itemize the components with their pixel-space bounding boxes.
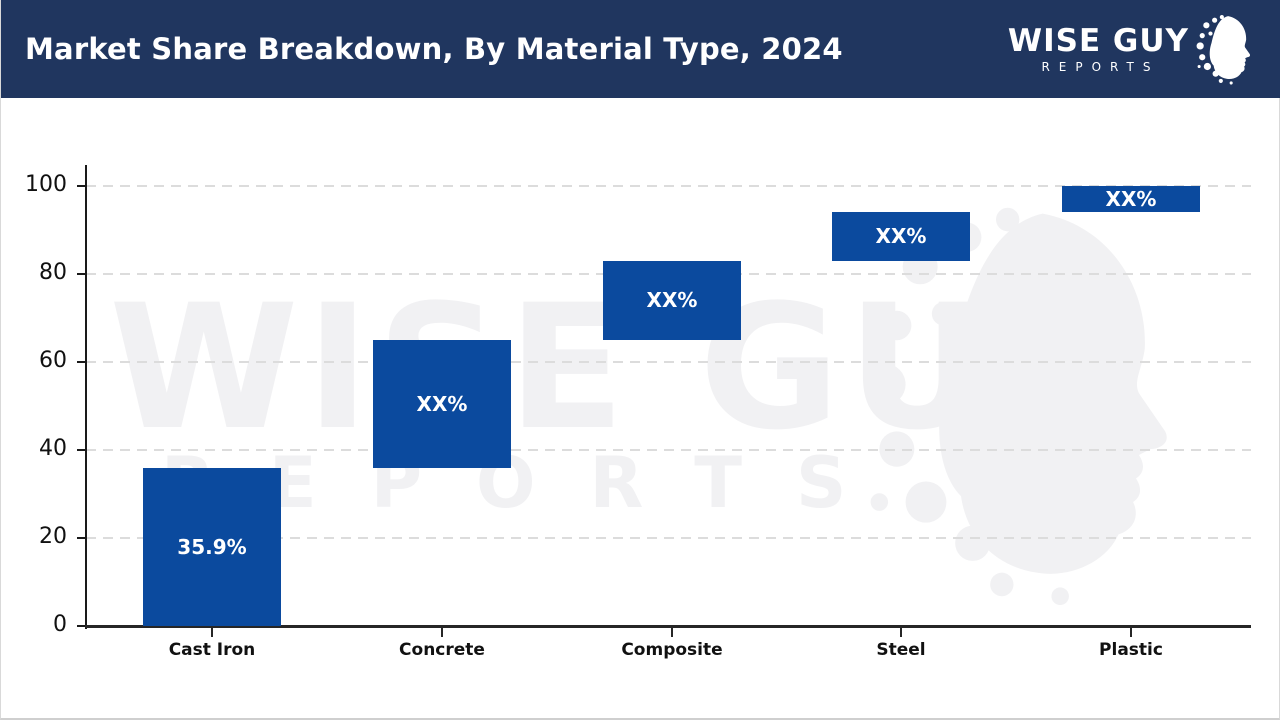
bar: XX%: [832, 211, 970, 261]
bar: XX%: [603, 260, 741, 340]
gridline: [86, 537, 1251, 539]
bar: 35.9%: [143, 468, 281, 626]
bar-value-label: XX%: [1105, 186, 1157, 211]
logo-brand-name: WISE GUY: [1007, 22, 1189, 59]
y-axis-tick-label: 100: [25, 172, 67, 197]
x-axis-tick: [441, 628, 443, 637]
x-category-label: Cast Iron: [168, 640, 256, 660]
y-axis-tick: [77, 625, 86, 627]
y-axis-line: [85, 165, 87, 629]
bar: XX%: [373, 340, 511, 469]
bar-value-label: XX%: [416, 392, 468, 417]
y-axis-tick: [77, 185, 86, 187]
x-axis-line: [85, 625, 1251, 628]
watermark-head-icon: [864, 207, 1167, 606]
x-category-label: Plastic: [1099, 640, 1163, 660]
y-axis-tick: [77, 361, 86, 363]
bar: XX%: [1062, 186, 1200, 212]
y-axis-tick-label: 60: [39, 348, 67, 373]
y-axis-tick-label: 40: [39, 436, 67, 461]
y-axis-tick-label: 80: [39, 260, 67, 285]
logo-text: WISE GUY REPORTS: [1007, 22, 1189, 74]
y-axis-tick: [77, 449, 86, 451]
x-axis-tick: [1130, 628, 1132, 637]
y-axis-tick: [77, 537, 86, 539]
gridline: [86, 361, 1251, 363]
y-axis-tick: [77, 273, 86, 275]
wise-guy-head-icon: [1196, 15, 1251, 85]
x-axis-tick: [671, 628, 673, 637]
bar-value-label: XX%: [646, 288, 698, 313]
x-category-label: Composite: [621, 640, 723, 660]
bar-value-label: XX%: [875, 224, 927, 249]
wise-guy-logo: WISE GUY REPORTS: [1008, 13, 1257, 85]
gridline: [86, 185, 1251, 187]
y-axis-tick-label: 0: [53, 612, 67, 637]
x-category-label: Steel: [876, 640, 926, 660]
logo-brand-subtitle: REPORTS: [1041, 59, 1160, 74]
bar-value-label: 35.9%: [177, 535, 247, 559]
x-axis-tick: [900, 628, 902, 637]
x-category-label: Concrete: [399, 640, 485, 660]
chart-title: Market Share Breakdown, By Material Type…: [25, 32, 843, 66]
x-axis-tick: [211, 628, 213, 637]
header-bar: Market Share Breakdown, By Material Type…: [1, 0, 1280, 98]
gridline: [86, 449, 1251, 451]
y-axis-tick-label: 20: [39, 524, 67, 549]
